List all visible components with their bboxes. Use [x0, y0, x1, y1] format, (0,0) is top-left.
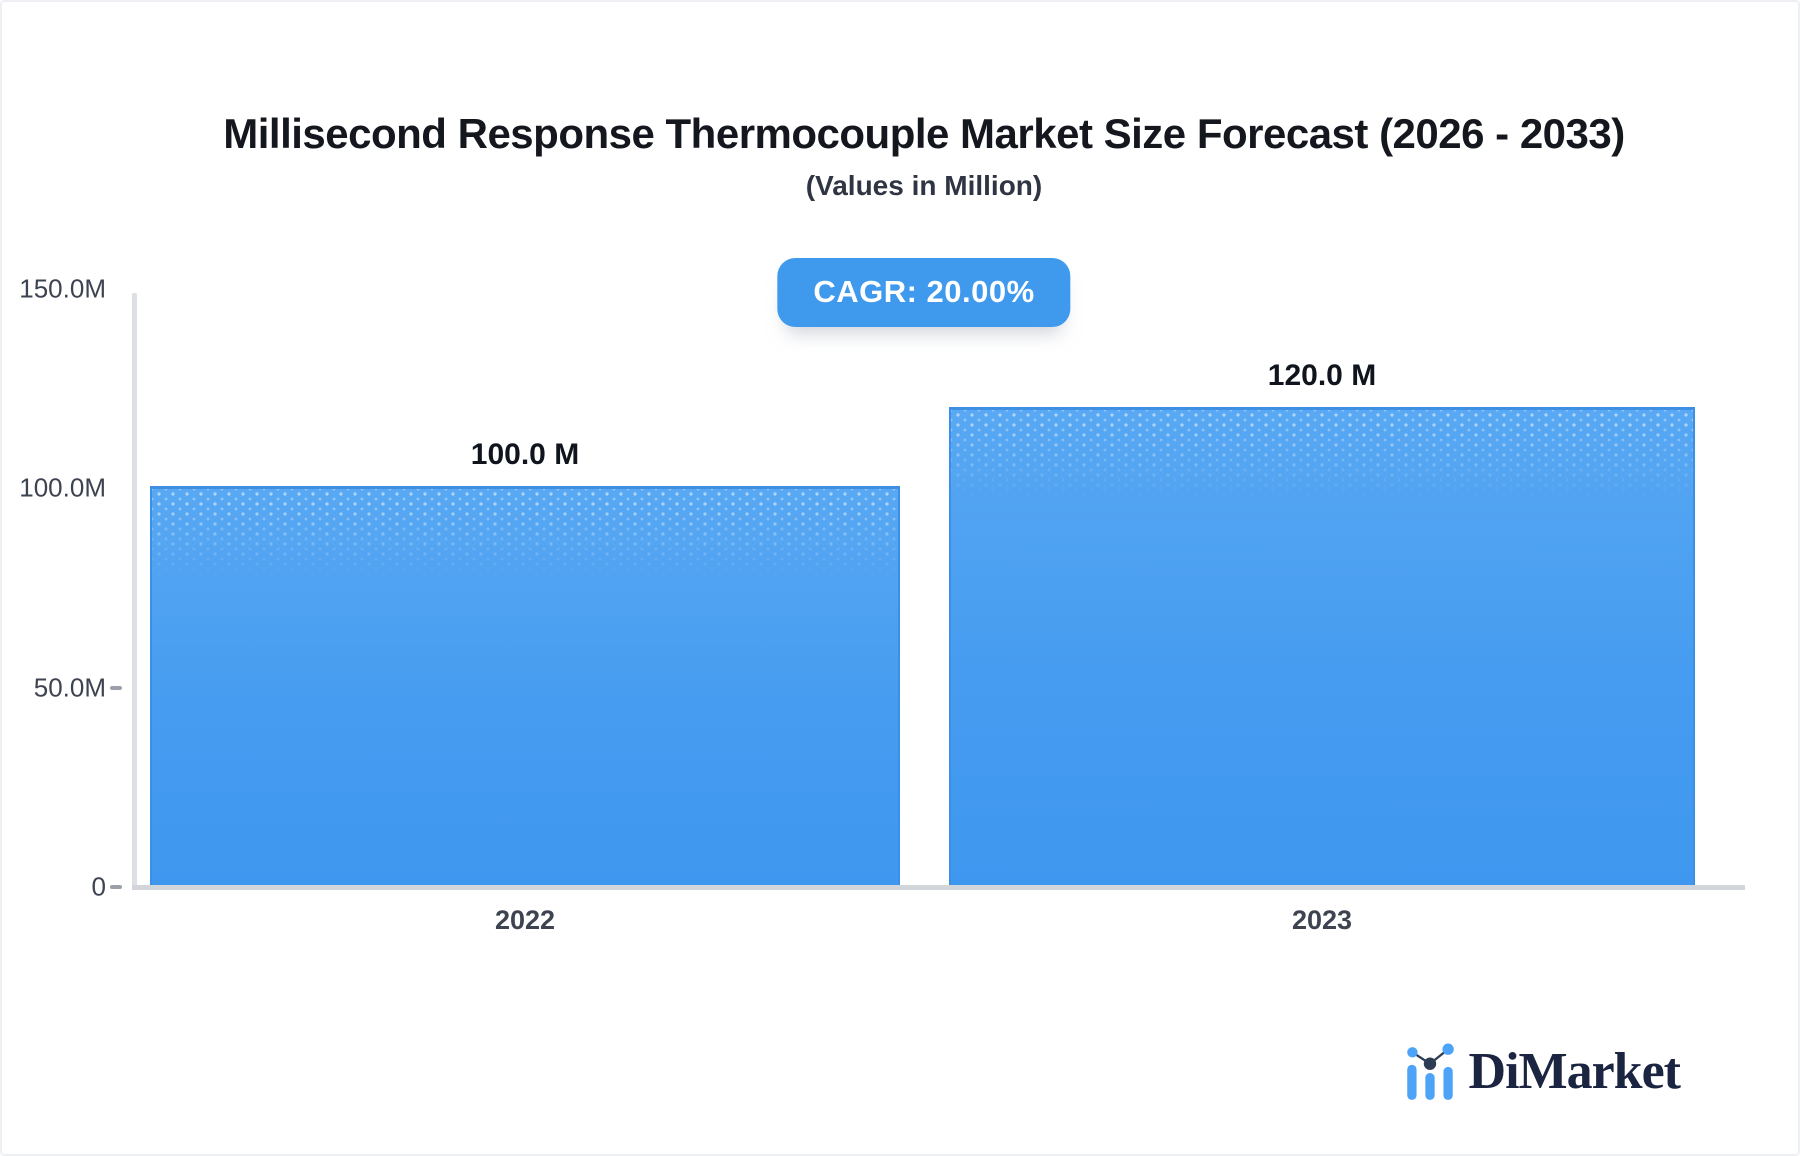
y-axis-tick-label: 100.0M: [19, 472, 106, 503]
bar-2022[interactable]: [150, 486, 900, 885]
y-axis-tick-dash: [110, 885, 122, 889]
logo-text: DiMarket: [1468, 1043, 1681, 1100]
x-axis-label: 2023: [1291, 905, 1353, 935]
bar-texture: [152, 489, 898, 577]
mini-bar-line-chart-icon: [1405, 1042, 1455, 1102]
bar-value-label: 100.0 M: [470, 438, 580, 471]
y-axis-tick-label: 50.0M: [33, 672, 106, 703]
bar-2023[interactable]: [949, 407, 1695, 885]
cagr-badge: CAGR: 20.00%: [777, 258, 1071, 327]
bar-texture: [951, 410, 1693, 498]
x-axis-label: 2022: [494, 905, 556, 935]
y-axis-tick-dash: [110, 685, 122, 690]
y-axis-tick-label: 0: [91, 871, 106, 902]
x-axis-line: [132, 885, 1745, 890]
chart-title: Millisecond Response Thermocouple Market…: [223, 110, 1625, 157]
chart-subtitle: (Values in Million): [805, 170, 1043, 201]
y-axis-tick-label: 150.0M: [19, 273, 106, 304]
y-axis-line: [132, 293, 137, 890]
bar-value-label: 120.0 M: [1267, 359, 1377, 392]
dimarket-logo[interactable]: DiMarket: [1405, 1042, 1681, 1102]
